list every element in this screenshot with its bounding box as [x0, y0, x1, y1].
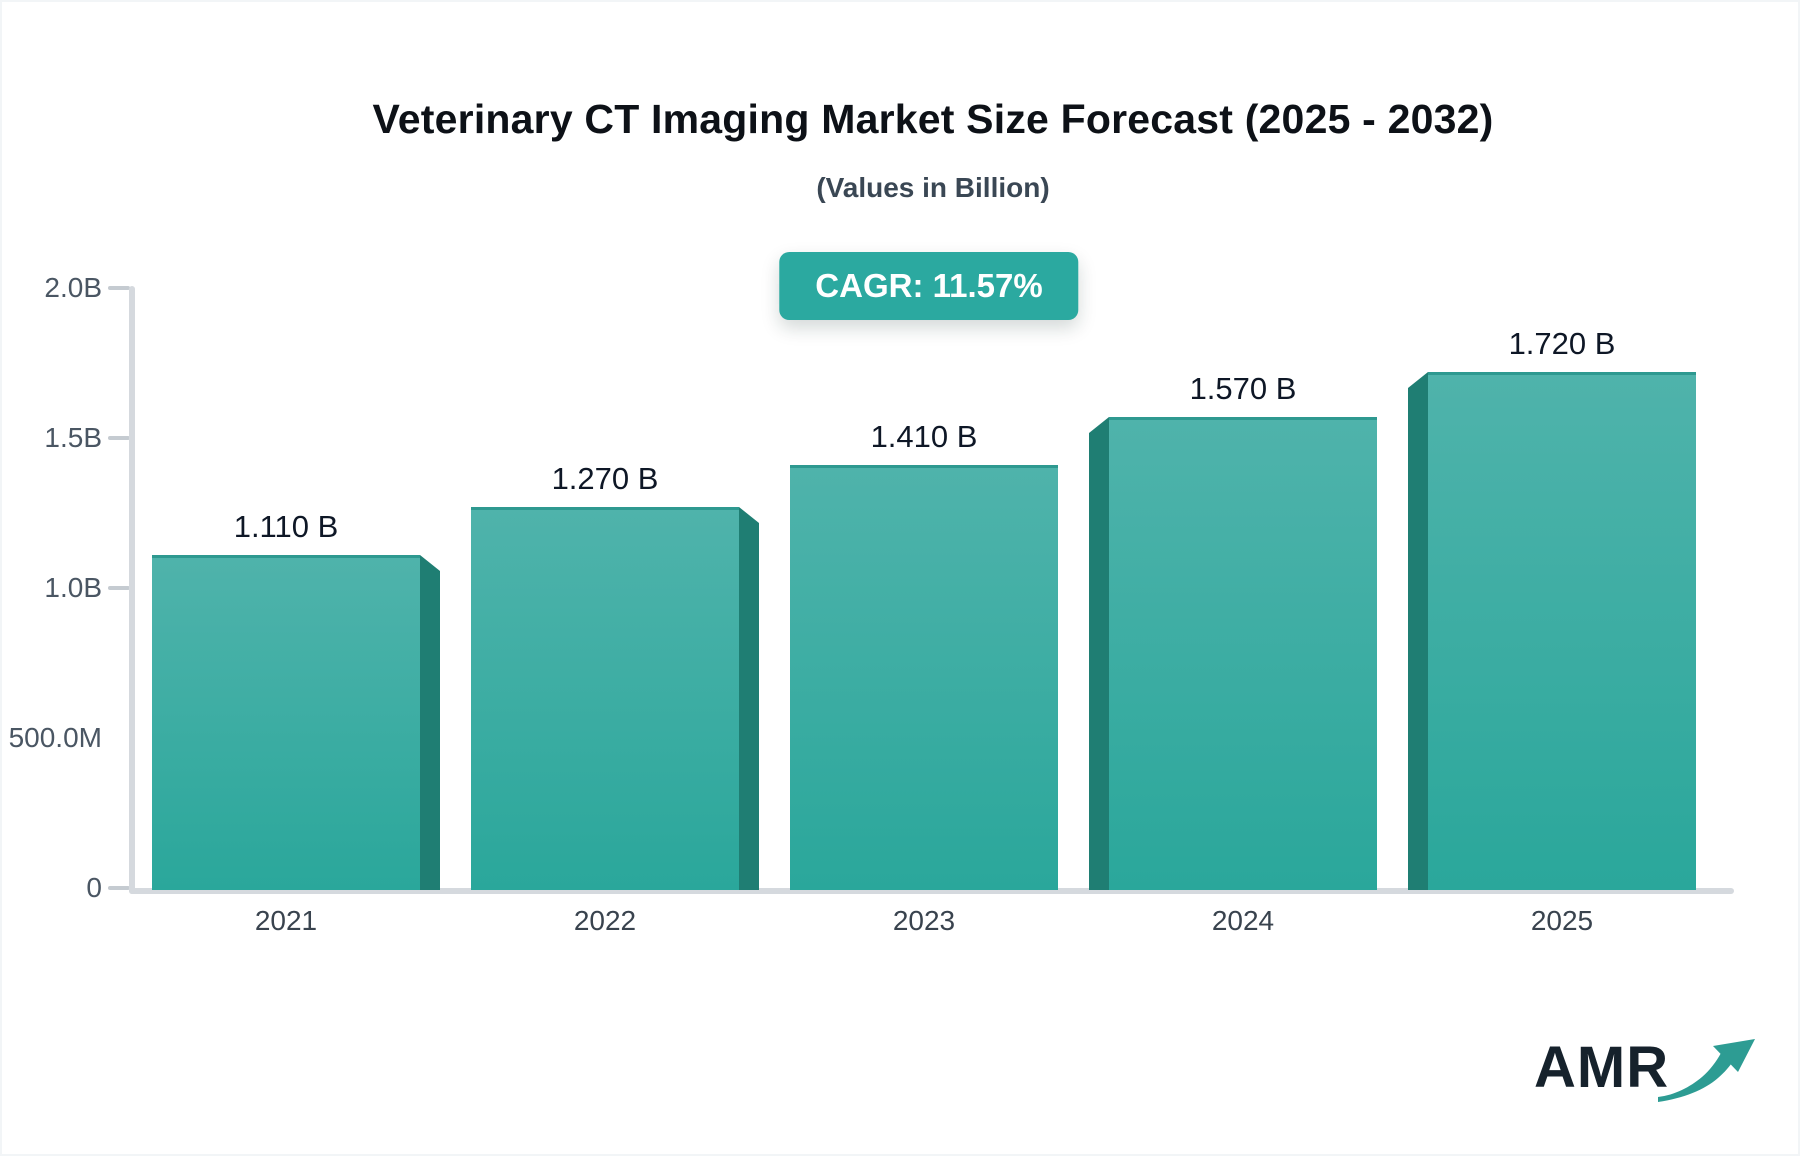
y-axis-tick-label: 1.5B — [44, 422, 102, 453]
y-axis-tick-mark — [108, 586, 130, 590]
x-axis-line — [129, 888, 1734, 894]
bar-2023 — [790, 465, 1058, 890]
bar-2024 — [1109, 417, 1377, 890]
bar-value-label: 1.410 B — [870, 419, 978, 454]
bar-2021 — [152, 555, 420, 890]
x-axis-category-label: 2021 — [254, 905, 318, 936]
chart-subtitle: (Values in Billion) — [816, 172, 1050, 203]
y-axis-tick-mark — [108, 286, 130, 290]
bar-2025 — [1428, 372, 1696, 890]
x-axis-category-label: 2023 — [892, 905, 956, 936]
bar-2022 — [471, 507, 739, 890]
amr-logo-text: AMR — [1534, 1035, 1670, 1100]
y-axis-tick-label: 0 — [86, 872, 102, 903]
x-axis-category-label: 2025 — [1530, 905, 1594, 936]
bar-value-label: 1.110 B — [233, 509, 339, 544]
x-axis-category-label: 2022 — [573, 905, 637, 936]
y-axis-line — [129, 286, 135, 894]
x-axis-category-label: 2024 — [1211, 905, 1275, 936]
amr-logo: AMR — [1534, 1034, 1755, 1126]
y-axis-tick-mark — [108, 886, 130, 890]
bar-3d-side-face — [1089, 417, 1109, 890]
cagr-badge: CAGR: 11.57% — [779, 252, 1079, 320]
trend-up-arrow-icon — [1658, 1039, 1755, 1102]
y-axis-tick-mark — [108, 436, 130, 440]
bar-value-label: 1.720 B — [1508, 326, 1616, 361]
bar-value-label: 1.270 B — [551, 461, 659, 496]
chart-title: Veterinary CT Imaging Market Size Foreca… — [372, 96, 1494, 142]
bar-3d-side-face — [420, 555, 440, 890]
bar-3d-side-face — [1408, 372, 1428, 890]
y-axis-tick-label: 2.0B — [44, 272, 102, 303]
y-axis-tick-label: 500.0M — [8, 722, 102, 753]
bar-value-label: 1.570 B — [1189, 371, 1297, 406]
bar-3d-side-face — [739, 507, 759, 890]
y-axis-tick-label: 1.0B — [44, 572, 102, 603]
